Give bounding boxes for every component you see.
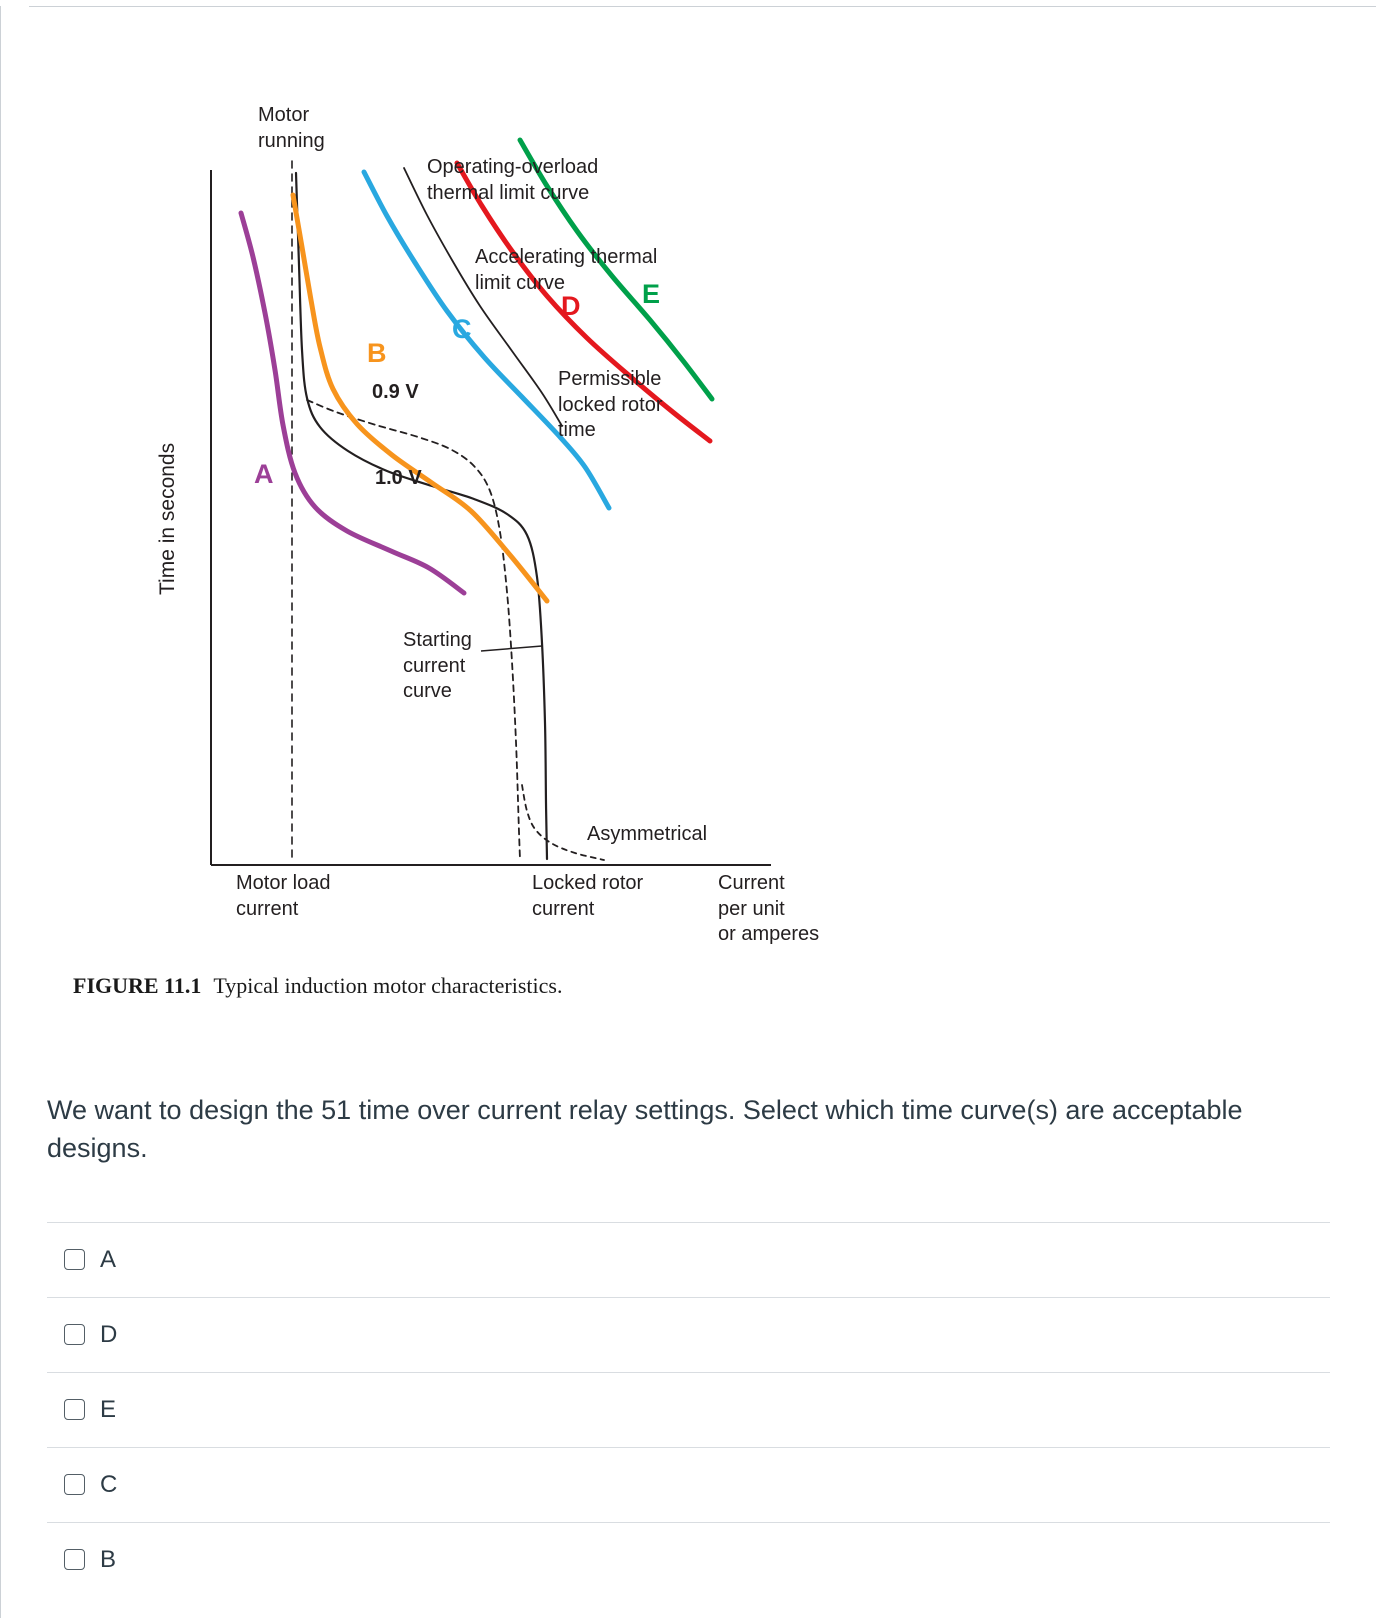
operating-overload-label: Operating-overload thermal limit curve <box>427 156 599 204</box>
curve-d-letter: D <box>561 291 581 321</box>
card-top-border <box>29 6 1376 7</box>
permissible-locked-rotor-label: Permissible locked rotor time <box>558 368 663 442</box>
option-label-b: B <box>100 1545 117 1573</box>
motor-characteristics-figure: Time in seconds Motor running Operating-… <box>61 95 881 965</box>
option-label-d: D <box>100 1320 118 1348</box>
answer-option-a[interactable]: A <box>47 1221 1330 1297</box>
answer-option-d[interactable]: D <box>47 1296 1330 1372</box>
x-axis-current-unit-label: Current per unit or amperes <box>718 872 820 946</box>
starting-current-label: Starting current curve <box>403 629 472 703</box>
curve-A <box>238 210 467 596</box>
accelerating-thermal-label: Accelerating thermal limit curve <box>475 246 658 294</box>
curve-c-letter: C <box>452 314 472 344</box>
checkbox-a[interactable] <box>64 1249 85 1271</box>
starting-current-pointer-line <box>480 645 543 652</box>
x-axis-locked-rotor-label: Locked rotor current <box>532 872 644 920</box>
answer-option-c[interactable]: C <box>47 1446 1330 1522</box>
option-label-e: E <box>100 1395 117 1423</box>
checkbox-e[interactable] <box>64 1399 85 1421</box>
x-axis-motor-load-label: Motor load current <box>236 872 331 920</box>
question-text: We want to design the 51 time over curre… <box>47 1095 1243 1164</box>
voltage-09-label: 0.9 V <box>372 381 419 403</box>
curve-D <box>454 160 713 444</box>
curve-e-letter: E <box>642 279 661 309</box>
starting-current-10v-solid <box>294 171 549 861</box>
answer-option-b[interactable]: B <box>47 1521 1330 1597</box>
option-label-c: C <box>100 1470 118 1498</box>
y-axis-label: Time in seconds <box>156 442 179 595</box>
option-label-a: A <box>100 1245 117 1273</box>
figure-caption-number: FIGURE 11.1 <box>73 973 202 998</box>
figure-caption-text: Typical induction motor characteristics. <box>213 973 563 998</box>
curve-b-letter: B <box>367 338 387 368</box>
answer-options: A D E C B <box>47 1221 1330 1597</box>
figure-block: Time in seconds Motor running Operating-… <box>61 95 881 999</box>
curve-a-letter: A <box>254 459 274 489</box>
answer-option-e[interactable]: E <box>47 1371 1330 1447</box>
curve-layer <box>238 137 715 864</box>
motor-running-label: Motor running <box>258 104 325 152</box>
question-card: Time in seconds Motor running Operating-… <box>0 6 1376 1618</box>
checkbox-c[interactable] <box>64 1474 85 1496</box>
asymmetrical-label: Asymmetrical <box>587 823 708 845</box>
curve-C <box>361 169 612 511</box>
voltage-10-label: 1.0 V <box>375 467 422 489</box>
checkbox-d[interactable] <box>64 1324 85 1346</box>
figure-svg <box>210 137 771 866</box>
figure-caption: FIGURE 11.1 Typical induction motor chara… <box>73 973 881 999</box>
curve-E <box>517 137 715 402</box>
curve-B <box>290 192 550 604</box>
starting-current-09v-dashed <box>306 399 521 860</box>
asymmetrical-dashed <box>521 784 605 861</box>
axes <box>210 170 771 866</box>
operating-overload-limit <box>403 167 563 427</box>
checkbox-b[interactable] <box>64 1549 85 1571</box>
